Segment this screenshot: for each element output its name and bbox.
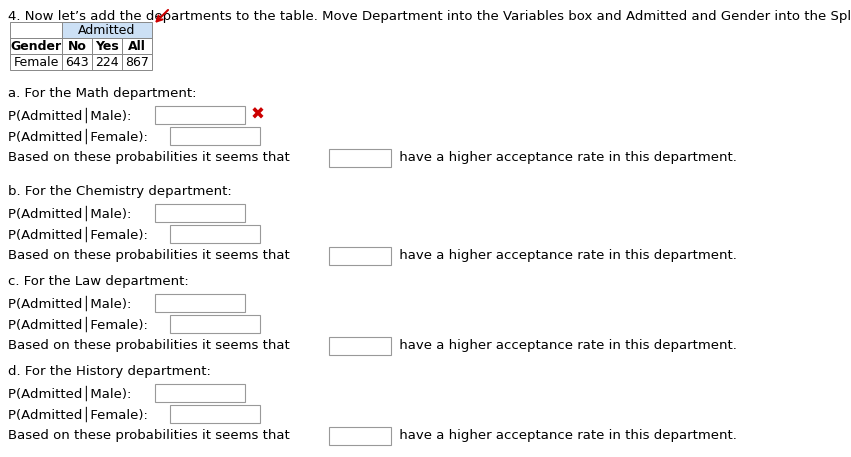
Bar — [170, 315, 260, 333]
Bar — [10, 54, 62, 70]
Text: ---: --- — [333, 340, 347, 352]
Bar — [62, 22, 152, 38]
Text: 643: 643 — [66, 55, 89, 69]
Text: Gender: Gender — [10, 39, 61, 53]
Text: ▾: ▾ — [379, 250, 386, 262]
Text: Based on these probabilities it seems that: Based on these probabilities it seems th… — [8, 152, 294, 165]
Text: Yes: Yes — [95, 39, 119, 53]
Text: have a higher acceptance rate in this department.: have a higher acceptance rate in this de… — [395, 152, 737, 165]
Text: d. For the History department:: d. For the History department: — [8, 365, 211, 378]
Text: ---: --- — [333, 430, 347, 442]
Text: ---: --- — [333, 250, 347, 262]
Text: .62: .62 — [159, 108, 180, 122]
Bar — [62, 54, 92, 70]
Bar — [329, 337, 391, 355]
Bar — [92, 38, 122, 54]
Bar — [10, 22, 62, 38]
Text: P(Admitted│Male):: P(Admitted│Male): — [8, 107, 135, 123]
Bar — [155, 204, 245, 222]
Bar — [10, 38, 62, 54]
Bar — [122, 38, 152, 54]
Text: 4. Now let’s add the departments to the table. Move Department into the Variable: 4. Now let’s add the departments to the … — [8, 10, 851, 23]
Text: Based on these probabilities it seems that: Based on these probabilities it seems th… — [8, 250, 294, 262]
Text: P(Admitted│Female):: P(Admitted│Female): — [8, 226, 152, 242]
Text: have a higher acceptance rate in this department.: have a higher acceptance rate in this de… — [395, 250, 737, 262]
Text: P(Admitted│Male):: P(Admitted│Male): — [8, 295, 135, 311]
Text: 867: 867 — [125, 55, 149, 69]
Text: Based on these probabilities it seems that: Based on these probabilities it seems th… — [8, 430, 294, 442]
Text: ▾: ▾ — [379, 340, 386, 352]
Bar — [92, 54, 122, 70]
Bar — [155, 384, 245, 402]
Text: Admitted: Admitted — [78, 23, 135, 37]
Text: ▾: ▾ — [379, 430, 386, 442]
Bar — [122, 54, 152, 70]
Text: P(Admitted│Female):: P(Admitted│Female): — [8, 316, 152, 332]
Text: P(Admitted│Male):: P(Admitted│Male): — [8, 385, 135, 401]
Bar — [329, 149, 391, 167]
Bar — [155, 294, 245, 312]
Text: have a higher acceptance rate in this department.: have a higher acceptance rate in this de… — [395, 340, 737, 352]
Bar — [170, 405, 260, 423]
Text: have a higher acceptance rate in this department.: have a higher acceptance rate in this de… — [395, 430, 737, 442]
Text: a. For the Math department:: a. For the Math department: — [8, 87, 197, 100]
Text: P(Admitted│Female):: P(Admitted│Female): — [8, 406, 152, 422]
Text: c. For the Law department:: c. For the Law department: — [8, 275, 189, 288]
Text: P(Admitted│Male):: P(Admitted│Male): — [8, 205, 135, 221]
Text: ✖: ✖ — [251, 106, 265, 124]
Text: No: No — [67, 39, 87, 53]
Bar — [329, 247, 391, 265]
Bar — [170, 225, 260, 243]
Text: 224: 224 — [95, 55, 119, 69]
Text: Based on these probabilities it seems that: Based on these probabilities it seems th… — [8, 340, 294, 352]
Text: P(Admitted│Female):: P(Admitted│Female): — [8, 128, 152, 143]
Text: All: All — [128, 39, 146, 53]
Bar — [155, 106, 245, 124]
Text: Female: Female — [14, 55, 59, 69]
Text: b. For the Chemistry department:: b. For the Chemistry department: — [8, 185, 231, 198]
Text: ▾: ▾ — [379, 152, 386, 165]
Bar — [329, 427, 391, 445]
Text: ---: --- — [333, 152, 347, 165]
Bar — [62, 38, 92, 54]
Bar — [170, 127, 260, 145]
